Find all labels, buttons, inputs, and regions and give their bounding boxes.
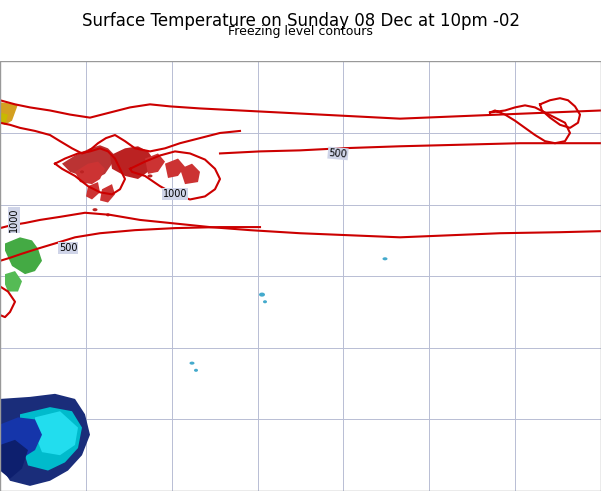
Polygon shape — [0, 102, 18, 125]
Ellipse shape — [189, 361, 195, 365]
Polygon shape — [0, 417, 42, 458]
Text: 1000: 1000 — [9, 208, 19, 232]
Polygon shape — [0, 112, 8, 125]
Polygon shape — [75, 162, 105, 184]
Polygon shape — [100, 184, 115, 202]
Ellipse shape — [263, 300, 267, 303]
Polygon shape — [86, 182, 100, 199]
Text: Surface Temperature on Sunday 08 Dec at 10pm -02: Surface Temperature on Sunday 08 Dec at … — [82, 12, 519, 30]
Polygon shape — [5, 237, 42, 274]
Polygon shape — [110, 146, 155, 179]
Ellipse shape — [80, 170, 84, 173]
Polygon shape — [35, 411, 78, 455]
Polygon shape — [0, 440, 28, 479]
Ellipse shape — [93, 208, 97, 211]
Text: Freezing level contours: Freezing level contours — [228, 25, 373, 37]
Ellipse shape — [194, 369, 198, 372]
Ellipse shape — [259, 293, 265, 297]
Ellipse shape — [106, 213, 110, 217]
Polygon shape — [145, 154, 165, 174]
Ellipse shape — [147, 174, 153, 177]
Polygon shape — [0, 394, 90, 486]
Polygon shape — [165, 159, 185, 178]
Polygon shape — [62, 145, 115, 179]
Polygon shape — [5, 271, 22, 292]
Text: 500: 500 — [59, 243, 78, 252]
Text: 1000: 1000 — [163, 190, 188, 199]
Text: 500: 500 — [328, 148, 347, 159]
Polygon shape — [180, 164, 200, 184]
Ellipse shape — [382, 257, 388, 260]
Polygon shape — [20, 407, 82, 470]
